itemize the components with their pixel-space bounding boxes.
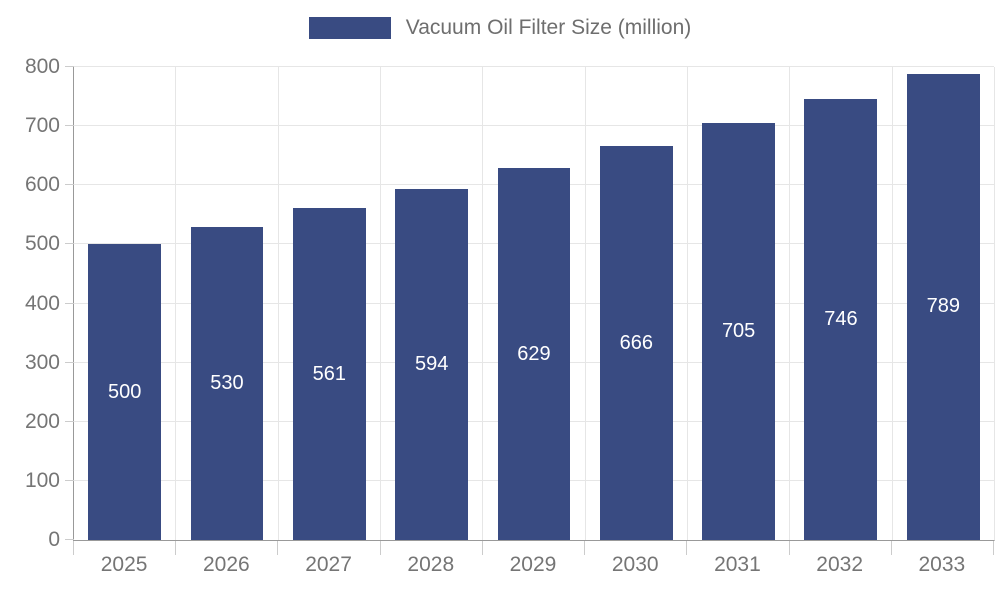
y-axis-tick-label: 600 <box>24 173 60 197</box>
bar-value-label: 500 <box>107 380 142 403</box>
x-axis-tick-label: 2026 <box>202 553 250 576</box>
y-axis-tick-label: 300 <box>24 350 60 374</box>
x-axis-tick <box>892 541 994 555</box>
y-axis-labels: 0 100 200 300 400 500 600 700 800 <box>0 55 60 551</box>
bar-2031[interactable]: 705 <box>702 123 776 540</box>
bar-slot: 705 <box>688 67 791 540</box>
bar-2032[interactable]: 746 <box>804 98 878 540</box>
y-axis-tick-label: 200 <box>24 409 60 433</box>
y-axis-tick-label: 400 <box>24 291 60 315</box>
plot-area: 500 530 561 594 629 666 705 746 789 <box>65 66 995 541</box>
y-axis-tick <box>65 539 74 540</box>
y-axis-tick-label: 800 <box>24 55 60 78</box>
x-axis-tick-label: 2027 <box>305 553 352 576</box>
y-axis-tick <box>65 243 74 245</box>
y-axis-tick <box>65 302 74 304</box>
bar-slot: 530 <box>176 67 279 540</box>
bar-slot: 561 <box>279 67 381 540</box>
bar-value-label: 746 <box>824 307 858 330</box>
x-axis-tick <box>585 541 688 555</box>
bar-2028[interactable]: 594 <box>395 188 469 540</box>
x-axis-tick <box>381 541 483 555</box>
bar-value-label: 530 <box>210 371 244 394</box>
x-axis-tick <box>176 541 279 555</box>
bar-slot: 594 <box>381 67 484 540</box>
legend-label: Vacuum Oil Filter Size (million) <box>405 16 692 39</box>
y-axis-tick <box>65 184 74 186</box>
bar-2027[interactable]: 561 <box>292 208 366 540</box>
x-axis-tick <box>278 541 381 555</box>
bar-value-label: 629 <box>517 342 551 365</box>
bar-value-label: 789 <box>926 295 960 318</box>
gridline <box>74 125 994 127</box>
bar-value-label: 561 <box>312 362 346 385</box>
x-axis-tick <box>790 541 892 555</box>
y-axis-tick <box>65 361 74 363</box>
x-axis-tick <box>687 541 790 555</box>
bar-value-label: 666 <box>619 331 653 354</box>
bar-slot: 666 <box>586 67 688 540</box>
x-axis-labels: 2025 2026 2027 2028 2029 2030 2031 2032 2033 <box>73 553 993 577</box>
x-axis-ticks <box>73 541 994 555</box>
x-axis-tick-label: 2028 <box>407 553 455 576</box>
gridline <box>74 66 994 67</box>
bar-2029[interactable]: 629 <box>497 168 571 540</box>
y-axis-tick-label: 100 <box>24 468 60 492</box>
y-axis-tick <box>65 479 74 481</box>
y-axis-tick-label: 700 <box>24 114 60 138</box>
y-axis-tick <box>65 66 74 67</box>
y-axis-tick-label: 500 <box>24 232 60 256</box>
bar-value-label: 705 <box>721 320 756 343</box>
x-axis-tick-label: 2025 <box>100 553 148 576</box>
x-axis-tick-label: 2032 <box>816 553 863 576</box>
bar-2026[interactable]: 530 <box>190 226 264 540</box>
bar-slot: 746 <box>790 67 893 540</box>
bar-slot: 629 <box>483 67 586 540</box>
x-axis-tick <box>483 541 586 555</box>
bar-slot: 789 <box>893 67 994 540</box>
x-axis-tick-label: 2029 <box>509 553 557 576</box>
x-axis-tick-label: 2031 <box>714 553 761 576</box>
y-axis-tick <box>65 125 74 127</box>
bar-2030[interactable]: 666 <box>599 146 673 540</box>
x-axis-tick-label: 2033 <box>918 553 966 576</box>
bar-2025[interactable]: 500 <box>88 244 162 540</box>
bar-value-label: 594 <box>414 352 449 375</box>
bars: 500 530 561 594 629 666 705 746 789 <box>74 67 994 540</box>
legend-swatch-icon <box>308 17 391 39</box>
bar-slot: 500 <box>74 67 177 540</box>
y-axis-tick-label: 0 <box>48 528 60 551</box>
legend[interactable]: Vacuum Oil Filter Size (million) <box>0 16 1000 40</box>
x-axis-tick <box>74 541 177 555</box>
x-axis-tick-label: 2030 <box>611 553 659 576</box>
y-axis-tick <box>65 420 74 422</box>
bar-2033[interactable]: 789 <box>906 73 980 540</box>
